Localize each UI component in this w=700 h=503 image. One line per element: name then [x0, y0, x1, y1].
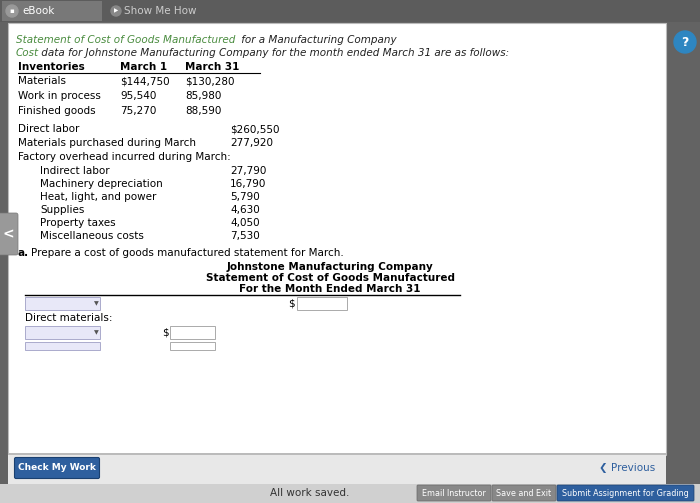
Text: 75,270: 75,270	[120, 106, 156, 116]
FancyBboxPatch shape	[0, 0, 700, 22]
Text: 16,790: 16,790	[230, 179, 267, 189]
Text: for a Manufacturing Company: for a Manufacturing Company	[238, 35, 397, 45]
Text: Finished goods: Finished goods	[18, 106, 96, 116]
Text: ?: ?	[681, 36, 689, 48]
Text: $130,280: $130,280	[185, 76, 234, 86]
Text: All work saved.: All work saved.	[270, 488, 350, 498]
FancyBboxPatch shape	[104, 1, 214, 21]
Text: Materials purchased during March: Materials purchased during March	[18, 138, 196, 148]
FancyBboxPatch shape	[0, 484, 700, 503]
Text: ▼: ▼	[94, 301, 99, 306]
Text: 5,790: 5,790	[230, 192, 260, 202]
Text: March 1: March 1	[120, 62, 167, 72]
Text: 95,540: 95,540	[120, 91, 156, 101]
Text: Show Me How: Show Me How	[124, 6, 197, 16]
FancyBboxPatch shape	[557, 485, 694, 501]
Text: Statement of Cost of Goods Manufactured: Statement of Cost of Goods Manufactured	[206, 273, 454, 283]
Text: Check My Work: Check My Work	[18, 463, 96, 472]
Text: Machinery depreciation: Machinery depreciation	[40, 179, 162, 189]
Text: Save and Exit: Save and Exit	[496, 488, 552, 497]
FancyBboxPatch shape	[0, 213, 18, 255]
Text: 4,630: 4,630	[230, 205, 260, 215]
FancyBboxPatch shape	[25, 326, 100, 339]
Text: ❮ Previous: ❮ Previous	[598, 463, 655, 473]
Circle shape	[674, 31, 696, 53]
FancyBboxPatch shape	[25, 297, 100, 310]
FancyBboxPatch shape	[8, 23, 666, 455]
Circle shape	[6, 5, 18, 17]
Text: $144,750: $144,750	[120, 76, 169, 86]
Text: March 31: March 31	[185, 62, 239, 72]
Text: Cost: Cost	[16, 48, 39, 58]
Text: Statement of Cost of Goods Manufactured: Statement of Cost of Goods Manufactured	[16, 35, 235, 45]
Text: Materials: Materials	[18, 76, 66, 86]
FancyBboxPatch shape	[170, 342, 215, 350]
Text: $: $	[288, 298, 295, 308]
Text: a.: a.	[18, 248, 29, 258]
Text: eBook: eBook	[22, 6, 55, 16]
Text: Submit Assignment for Grading: Submit Assignment for Grading	[561, 488, 688, 497]
Text: For the Month Ended March 31: For the Month Ended March 31	[239, 284, 421, 294]
Text: Supplies: Supplies	[40, 205, 85, 215]
FancyBboxPatch shape	[170, 326, 215, 339]
Text: ▼: ▼	[94, 330, 99, 335]
Text: Inventories: Inventories	[18, 62, 85, 72]
Text: 4,050: 4,050	[230, 218, 260, 228]
Text: 27,790: 27,790	[230, 166, 267, 176]
FancyBboxPatch shape	[2, 1, 102, 21]
Text: 85,980: 85,980	[185, 91, 221, 101]
Text: 7,530: 7,530	[230, 231, 260, 241]
Text: Direct labor: Direct labor	[18, 124, 79, 134]
Text: Direct materials:: Direct materials:	[25, 313, 113, 323]
Text: ▶: ▶	[114, 9, 118, 14]
Circle shape	[111, 6, 121, 16]
FancyBboxPatch shape	[15, 458, 99, 478]
Text: Prepare a cost of goods manufactured statement for March.: Prepare a cost of goods manufactured sta…	[31, 248, 344, 258]
Text: Factory overhead incurred during March:: Factory overhead incurred during March:	[18, 152, 231, 162]
FancyBboxPatch shape	[417, 485, 491, 501]
Text: Miscellaneous costs: Miscellaneous costs	[40, 231, 144, 241]
Text: Johnstone Manufacturing Company: Johnstone Manufacturing Company	[227, 262, 433, 272]
Text: Heat, light, and power: Heat, light, and power	[40, 192, 156, 202]
FancyBboxPatch shape	[8, 455, 666, 484]
FancyBboxPatch shape	[492, 485, 556, 501]
Text: Email Instructor: Email Instructor	[422, 488, 486, 497]
Text: $260,550: $260,550	[230, 124, 279, 134]
Text: <: <	[2, 227, 14, 241]
Text: Property taxes: Property taxes	[40, 218, 116, 228]
Text: data for Johnstone Manufacturing Company for the month ended March 31 are as fol: data for Johnstone Manufacturing Company…	[38, 48, 509, 58]
Text: 277,920: 277,920	[230, 138, 273, 148]
FancyBboxPatch shape	[25, 342, 100, 350]
Text: $: $	[162, 327, 169, 338]
FancyBboxPatch shape	[8, 453, 666, 455]
Text: 88,590: 88,590	[185, 106, 221, 116]
Text: Work in process: Work in process	[18, 91, 101, 101]
FancyBboxPatch shape	[297, 297, 347, 310]
Text: Indirect labor: Indirect labor	[40, 166, 110, 176]
Text: ▪: ▪	[10, 8, 15, 14]
